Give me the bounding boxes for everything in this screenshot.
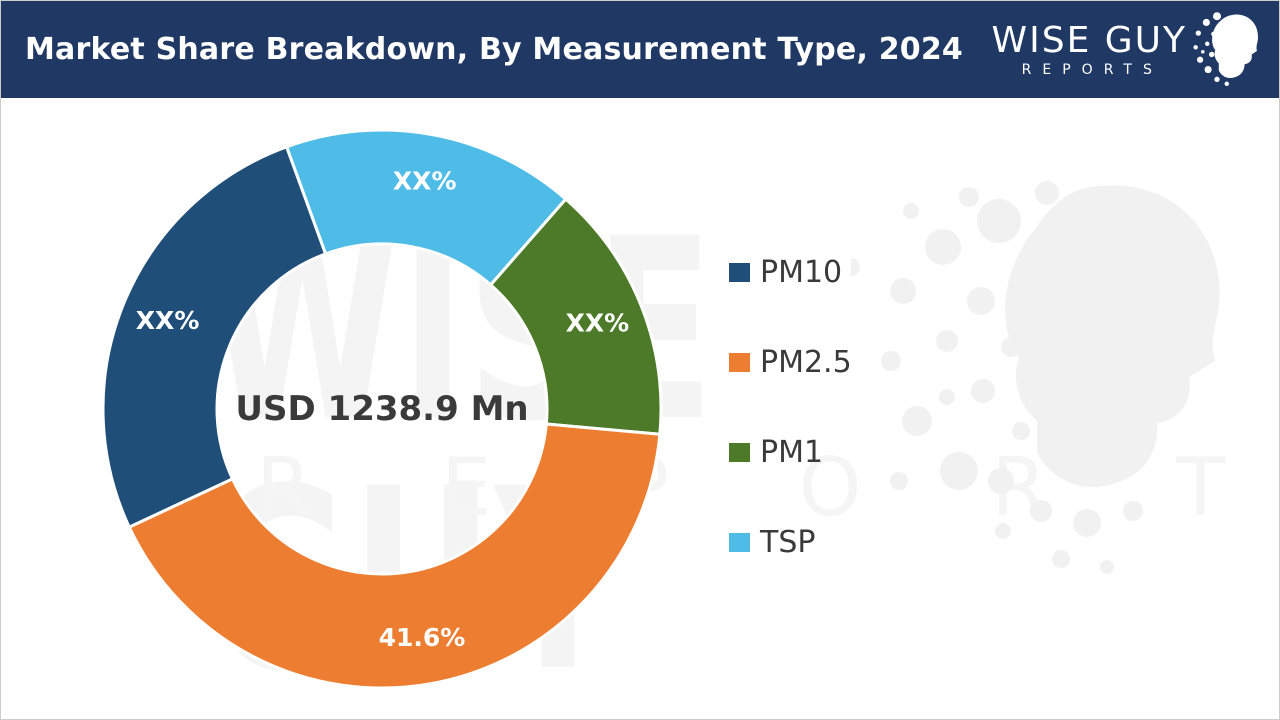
logo-sub: REPORTS [1021,61,1163,78]
legend-swatch-icon [729,532,750,552]
donut-chart: XX% XX% 41.6% XX% USD 1238.9 Mn [82,109,682,709]
segment-label-pm25: 41.6% [379,623,466,652]
donut-segment-pm10 [101,145,328,529]
legend-item-tsp: TSP [729,497,852,587]
legend-swatch-icon [729,352,750,372]
face-watermark [851,181,1220,574]
segment-label-tsp: XX% [393,167,457,196]
legend-item-pm1: PM1 [729,407,852,497]
segment-label-pm10: XX% [136,306,200,335]
legend-label: PM10 [760,254,843,290]
page-title: Market Share Breakdown, By Measurement T… [25,32,963,67]
legend-swatch-icon [729,262,750,282]
header-bar: Market Share Breakdown, By Measurement T… [1,1,1279,98]
legend-label: PM2.5 [760,344,852,380]
segment-label-pm1: XX% [566,308,630,337]
legend-item-pm25: PM2.5 [729,317,852,407]
donut-segment-pm25 [127,422,662,690]
chart-center-value: USD 1238.9 Mn [235,389,528,429]
logo-name: WISE GUY [991,19,1187,61]
donut-segment-tsp [285,128,568,287]
legend-item-pm10: PM10 [729,227,852,317]
legend-label: TSP [760,524,816,560]
wise-guy-logo: WISE GUY REPORTS [992,10,1262,90]
chart-legend: PM10 PM2.5 PM1 TSP [729,227,852,587]
legend-swatch-icon [729,442,750,462]
logo-face-icon [1193,11,1259,86]
legend-label: PM1 [760,434,824,470]
